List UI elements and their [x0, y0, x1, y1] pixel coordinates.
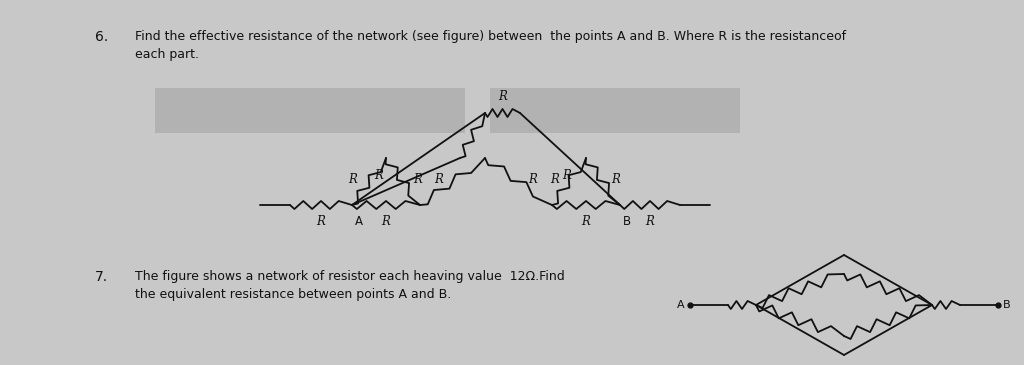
Text: R: R [527, 173, 537, 186]
Text: R: R [382, 215, 390, 228]
Text: R: R [434, 173, 443, 186]
Text: R: R [551, 173, 559, 186]
Text: R: R [645, 215, 654, 228]
Bar [490, 88, 740, 133]
Text: R: R [582, 215, 591, 228]
Text: R: R [562, 169, 570, 182]
Text: B: B [623, 215, 631, 228]
Text: R: R [498, 90, 507, 103]
Text: B: B [1002, 300, 1011, 310]
Text: 6.: 6. [95, 30, 109, 44]
Text: the equivalent resistance between points A and B.: the equivalent resistance between points… [135, 288, 452, 301]
Text: R: R [348, 173, 357, 186]
Text: R: R [413, 173, 422, 186]
Text: The figure shows a network of resistor each heaving value  12Ω.Find: The figure shows a network of resistor e… [135, 270, 565, 283]
Text: Find the effective resistance of the network (see figure) between  the points A : Find the effective resistance of the net… [135, 30, 846, 43]
Text: A: A [355, 215, 362, 228]
Text: R: R [316, 215, 326, 228]
Text: 7.: 7. [95, 270, 109, 284]
Bar [155, 88, 465, 133]
Text: R: R [374, 169, 383, 182]
Text: R: R [610, 173, 620, 186]
Text: A: A [677, 300, 685, 310]
Text: each part.: each part. [135, 48, 199, 61]
